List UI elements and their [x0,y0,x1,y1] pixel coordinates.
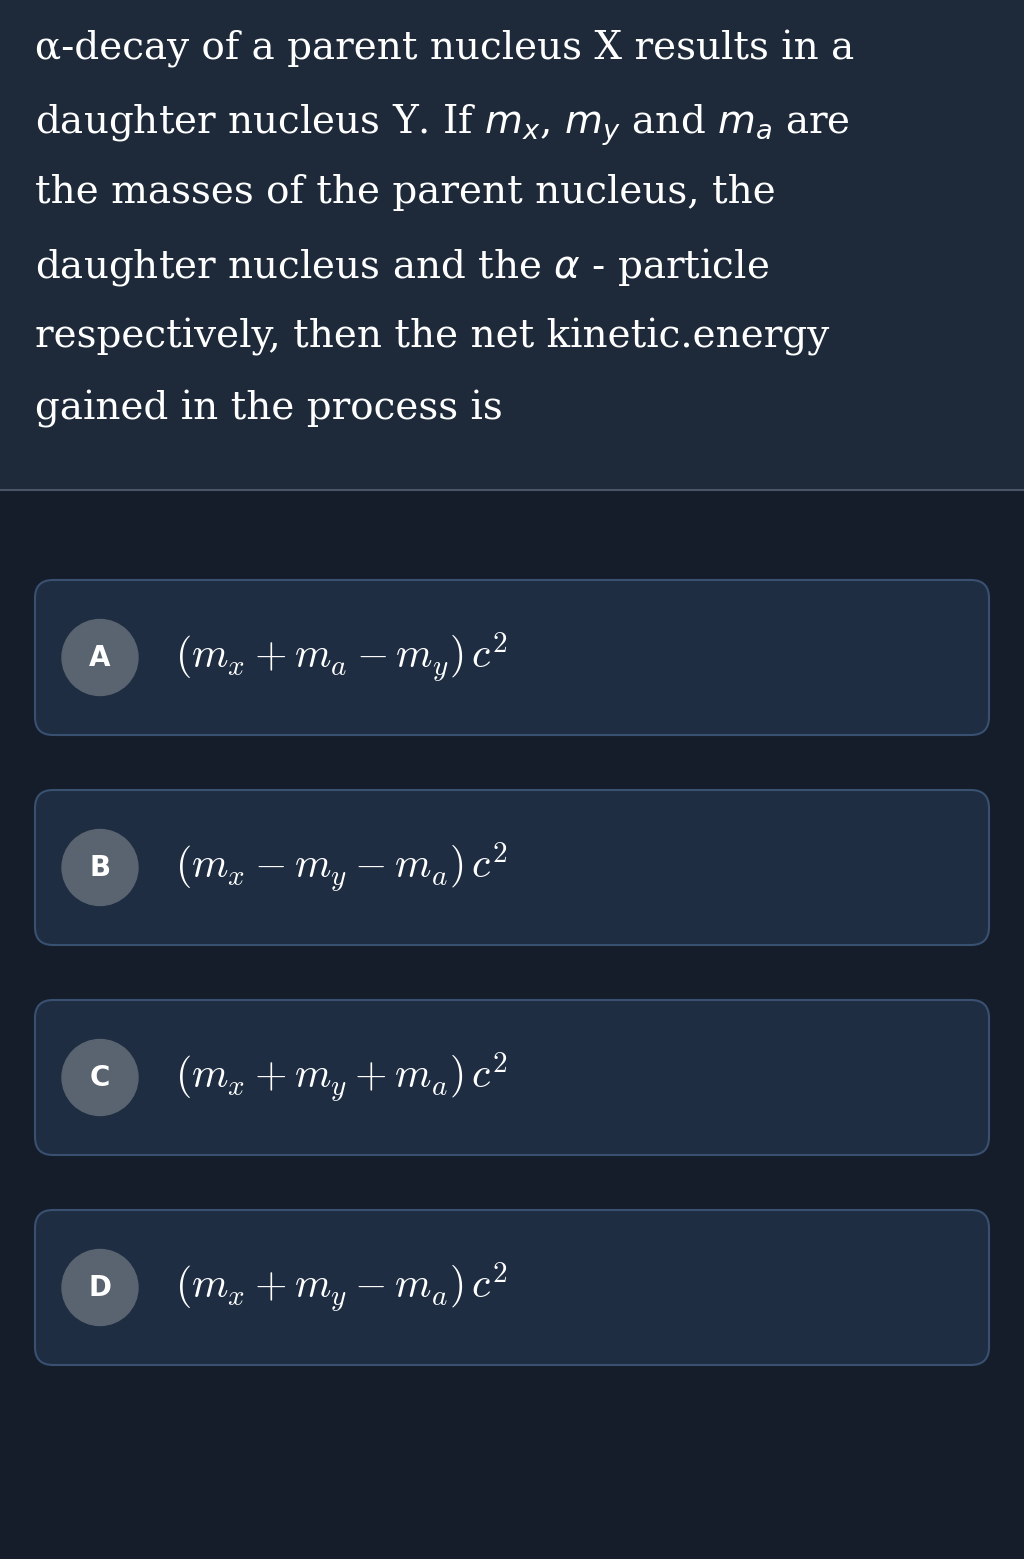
FancyBboxPatch shape [0,0,1024,490]
Text: $(m_x + m_y - m_a)\, c^2$: $(m_x + m_y - m_a)\, c^2$ [175,1261,507,1314]
Text: daughter nucleus and the $\alpha$ - particle: daughter nucleus and the $\alpha$ - part… [35,246,769,288]
FancyBboxPatch shape [35,999,989,1155]
FancyBboxPatch shape [0,490,1024,1559]
Text: gained in the process is: gained in the process is [35,390,503,429]
Text: the masses of the parent nucleus, the: the masses of the parent nucleus, the [35,175,776,210]
Text: C: C [90,1063,111,1091]
FancyBboxPatch shape [35,1210,989,1366]
Text: α-decay of a parent nucleus X results in a: α-decay of a parent nucleus X results in… [35,30,854,69]
Text: daughter nucleus Y. If $m_x$, $m_y$ and $m_a$ are: daughter nucleus Y. If $m_x$, $m_y$ and … [35,101,850,148]
Text: $(m_x + m_a - m_y)\, c^2$: $(m_x + m_a - m_y)\, c^2$ [175,630,507,684]
Circle shape [62,1040,138,1116]
Text: respectively, then the net kinetic.energy: respectively, then the net kinetic.energ… [35,318,829,355]
Text: $(m_x - m_y - m_a)\, c^2$: $(m_x - m_y - m_a)\, c^2$ [175,840,507,895]
Text: B: B [89,853,111,881]
Circle shape [62,829,138,906]
Circle shape [62,619,138,695]
Text: D: D [88,1274,112,1302]
Text: A: A [89,644,111,672]
Text: $(m_x + m_y + m_a)\, c^2$: $(m_x + m_y + m_a)\, c^2$ [175,1051,507,1104]
FancyBboxPatch shape [35,790,989,945]
FancyBboxPatch shape [35,580,989,734]
Circle shape [62,1249,138,1325]
